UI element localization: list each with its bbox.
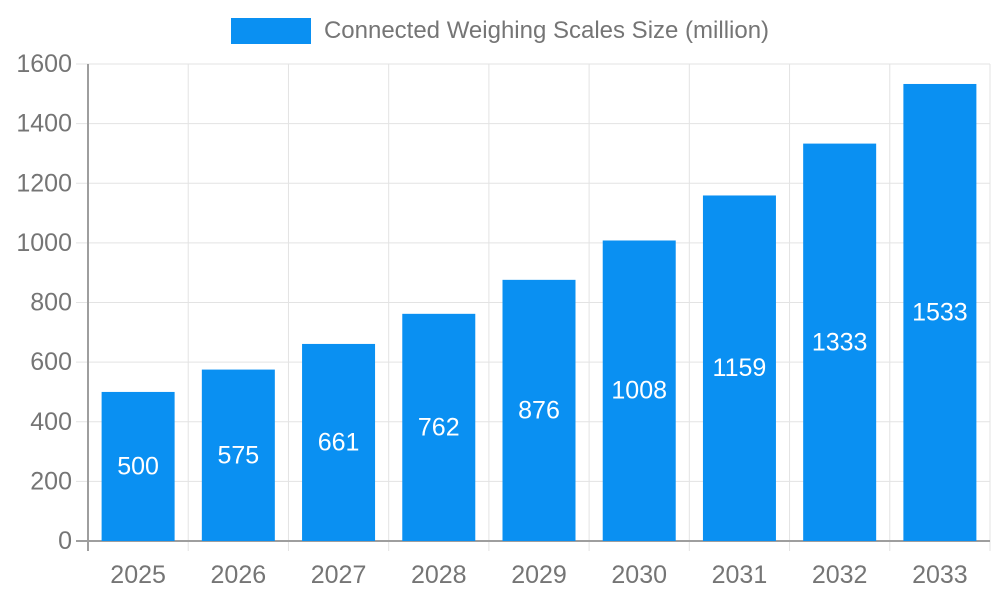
bar-labels: 500 575 661 762 876 1008 1159 1333 1533 (117, 298, 967, 480)
y-tick-label: 0 (58, 527, 72, 555)
x-tick-label: 2028 (411, 561, 467, 589)
bar-value-label: 1333 (812, 328, 868, 356)
x-tick-label: 2033 (912, 561, 968, 589)
legend[interactable]: Connected Weighing Scales Size (million) (0, 16, 1000, 46)
bar-2029[interactable] (502, 279, 576, 541)
x-tick-label: 2029 (511, 561, 567, 589)
x-axis-labels: 2025 2026 2027 2028 2029 2030 2031 2032 2033 (110, 561, 967, 589)
bar-2028[interactable] (402, 313, 476, 541)
y-tick-label: 200 (30, 467, 72, 495)
bar-value-label: 876 (518, 396, 560, 424)
y-tick-label: 800 (30, 289, 72, 317)
bar-value-label: 500 (117, 452, 159, 480)
x-tick-label: 2025 (110, 561, 166, 589)
y-tick-label: 1000 (16, 229, 72, 257)
bar-value-label: 1533 (912, 298, 968, 326)
x-tick-label: 2032 (812, 561, 868, 589)
legend-swatch (230, 18, 311, 44)
legend-label: Connected Weighing Scales Size (million) (323, 17, 770, 44)
x-tick-label: 2026 (211, 561, 267, 589)
bar-2027[interactable] (302, 343, 376, 541)
y-tick-label: 1200 (16, 169, 72, 197)
gridlines (76, 63, 991, 551)
bar-value-label: 1008 (611, 377, 667, 405)
bar-2032[interactable] (803, 143, 877, 542)
bar-value-label: 575 (217, 441, 259, 469)
x-tick-label: 2031 (712, 561, 768, 589)
bar-value-label: 661 (318, 428, 360, 456)
bar-value-label: 762 (418, 413, 460, 441)
bar-value-label: 1159 (713, 354, 767, 382)
y-tick-label: 1400 (16, 110, 72, 138)
y-tick-label: 600 (30, 348, 72, 376)
x-tick-label: 2030 (611, 561, 667, 589)
bar-2033[interactable] (903, 83, 977, 542)
bar-2026[interactable] (201, 369, 275, 541)
bar-2031[interactable] (702, 195, 776, 541)
y-tick-label: 400 (30, 408, 72, 436)
bar-2030[interactable] (602, 240, 676, 542)
x-tick-label: 2027 (311, 561, 367, 589)
y-tick-label: 1600 (16, 50, 72, 78)
bars (101, 83, 977, 542)
y-axis-labels: 0 200 400 600 800 1000 1200 1400 1600 (16, 50, 72, 555)
bar-2025[interactable] (101, 391, 175, 541)
